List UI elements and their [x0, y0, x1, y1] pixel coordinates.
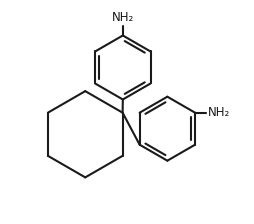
- Text: NH₂: NH₂: [208, 106, 230, 119]
- Text: NH₂: NH₂: [112, 11, 134, 24]
